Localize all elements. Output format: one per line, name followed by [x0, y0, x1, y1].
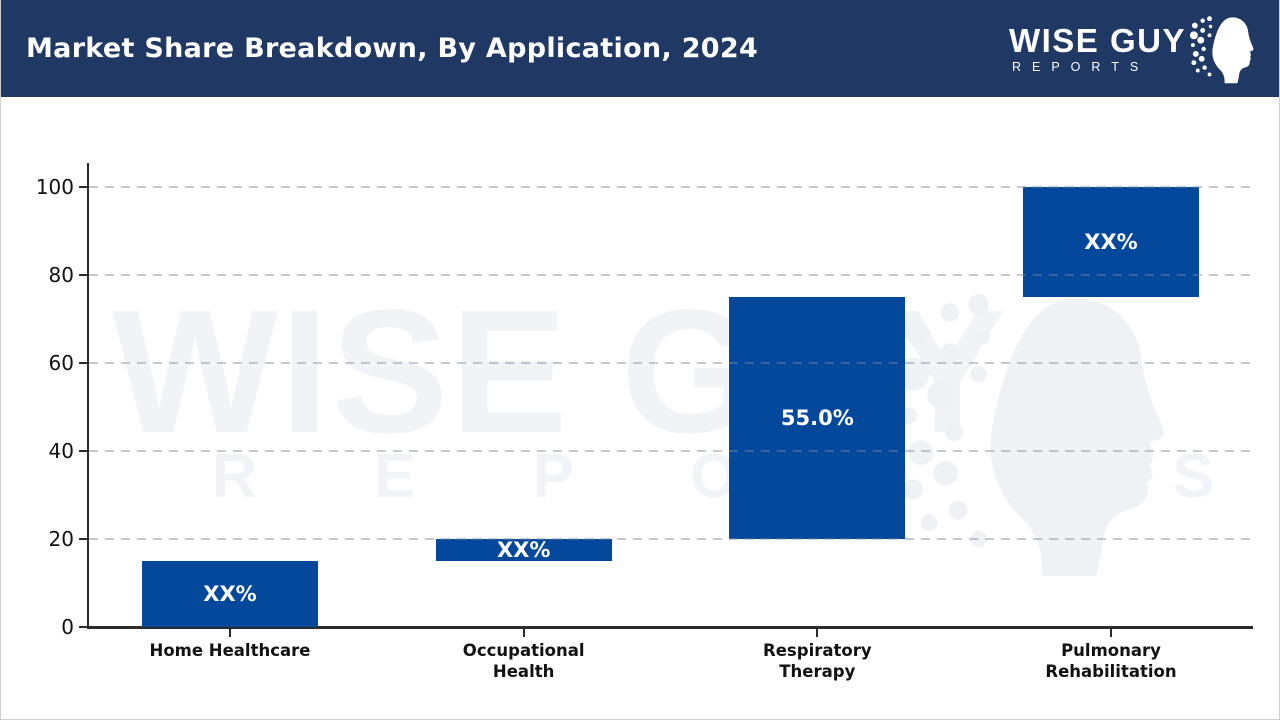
- bar-value-label: XX%: [203, 582, 257, 606]
- bar: XX%: [435, 538, 612, 562]
- logo-name: WISE GUY: [1008, 21, 1186, 59]
- logo-text: WISE GUY REPORTS: [1009, 24, 1186, 74]
- bar: XX%: [1023, 187, 1199, 297]
- x-tick-mark: [522, 629, 525, 637]
- y-tick-label: 40: [48, 439, 74, 463]
- y-gridline: [89, 274, 1253, 276]
- y-gridline: [89, 450, 1253, 452]
- y-tick-label: 100: [35, 175, 74, 199]
- chart-title: Market Share Breakdown, By Application, …: [26, 33, 759, 64]
- bar-value-label: XX%: [1084, 230, 1138, 254]
- x-tick-mark: [1110, 629, 1112, 637]
- y-tick-label: 60: [48, 351, 74, 375]
- x-category-label: Home Healthcare: [149, 641, 311, 660]
- y-tick-label: 20: [48, 527, 74, 551]
- y-tick-label: 0: [61, 615, 74, 639]
- y-tick-mark: [79, 626, 87, 628]
- y-tick-mark: [79, 274, 87, 276]
- y-tick-mark: [79, 362, 87, 364]
- bar-value-label: XX%: [496, 538, 551, 562]
- y-gridline: [89, 362, 1253, 364]
- x-category-label: Respiratory Therapy: [763, 641, 872, 682]
- logo-head-icon: [1189, 15, 1254, 83]
- y-gridline: [89, 538, 1253, 540]
- x-category-label: Pulmonary Rehabilitation: [1045, 641, 1177, 682]
- header-bar: Market Share Breakdown, By Application, …: [0, 0, 1280, 97]
- y-tick-label: 80: [48, 263, 74, 287]
- y-tick-mark: [79, 450, 87, 452]
- y-tick-mark: [79, 538, 87, 540]
- bar: 55.0%: [729, 297, 906, 539]
- x-axis-line: [87, 626, 1253, 629]
- logo-subtitle: REPORTS: [1011, 59, 1150, 74]
- y-axis-line: [87, 163, 89, 629]
- bar: XX%: [142, 561, 318, 627]
- x-tick-mark: [816, 629, 819, 637]
- x-category-label: Occupational Health: [462, 641, 585, 682]
- bar-value-label: 55.0%: [780, 406, 854, 430]
- wise-guy-reports-logo: WISE GUY REPORTS: [1009, 12, 1254, 86]
- x-tick-mark: [229, 629, 231, 637]
- y-tick-mark: [79, 186, 87, 188]
- y-gridline: [89, 186, 1253, 188]
